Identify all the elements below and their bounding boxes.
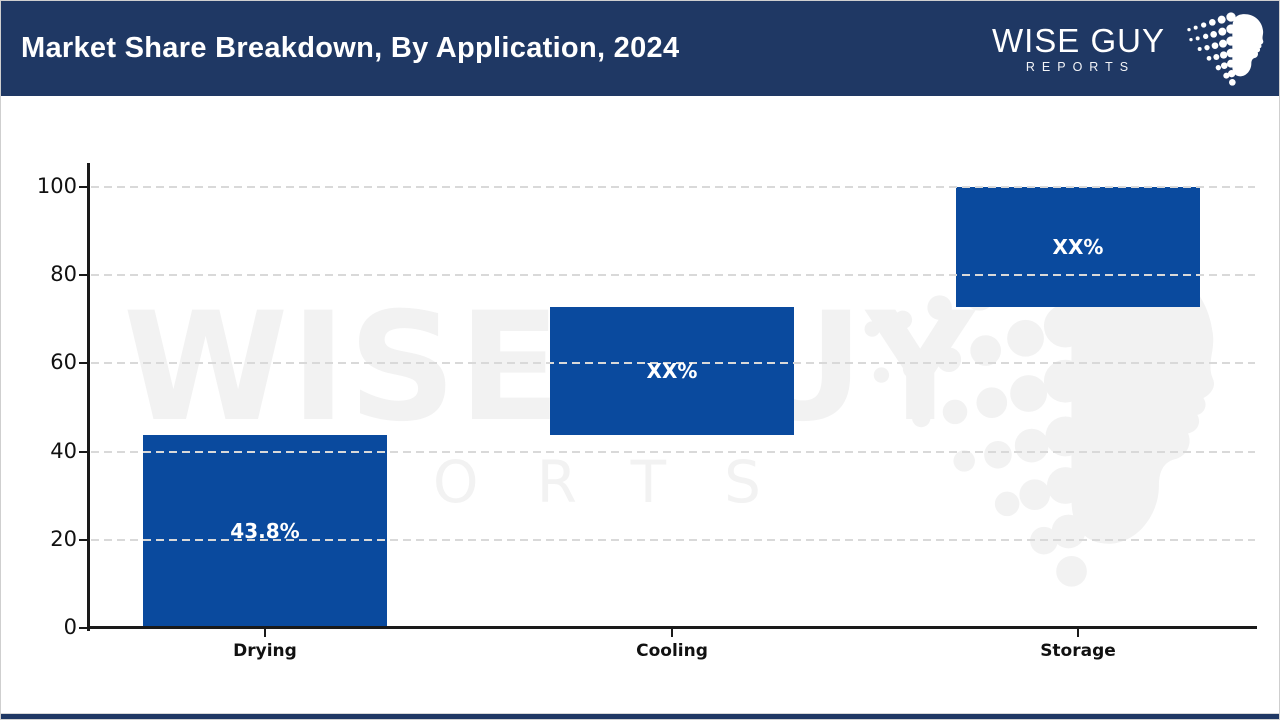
- footer-divider: [1, 713, 1279, 714]
- logo-wordmark: WISE GUY: [991, 21, 1165, 59]
- y-tick-40: [79, 450, 87, 453]
- y-tick-label: 0: [63, 615, 77, 640]
- header-banner: Market Share Breakdown, By Application, …: [1, 1, 1279, 96]
- wiseguy-logo-text: WISE GUY REPORTS: [992, 24, 1165, 74]
- y-tick-label: 80: [50, 262, 77, 287]
- logo-subtitle: REPORTS: [1025, 59, 1136, 74]
- x-tick-cooling: [671, 629, 673, 637]
- y-tick-60: [79, 362, 87, 365]
- bar-value-label: 43.8%: [230, 519, 300, 544]
- x-tick-storage: [1077, 629, 1079, 637]
- gridline-100: [91, 186, 1255, 188]
- y-tick-100: [79, 186, 87, 188]
- bar-cooling: [550, 306, 794, 435]
- y-tick-label: 100: [36, 174, 77, 199]
- wiseguy-logo: WISE GUY REPORTS: [992, 1, 1267, 96]
- y-tick-label: 40: [50, 438, 77, 463]
- gridline-40: [91, 450, 1255, 453]
- y-tick-80: [79, 274, 87, 277]
- y-axis-line: [87, 163, 90, 631]
- bar-value-label: XX%: [646, 358, 698, 383]
- chart-plot-area: 0 20 40 60 80 100 43.8% XX% XX% Drying Cooling Stor…: [1, 96, 1279, 716]
- x-category-label: Drying: [233, 641, 297, 661]
- y-tick-0: [79, 627, 87, 629]
- bar-storage: [956, 187, 1200, 307]
- chart-title: Market Share Breakdown, By Application, …: [21, 32, 680, 64]
- x-tick-drying: [264, 629, 266, 637]
- bar-value-label: XX%: [1052, 234, 1104, 259]
- y-tick-label: 60: [50, 350, 77, 375]
- wiseguy-face-icon: [1187, 11, 1264, 86]
- gridline-20: [91, 538, 1255, 541]
- footer-accent-bar: [1, 714, 1279, 719]
- y-tick-20: [79, 538, 87, 541]
- gridline-60: [91, 362, 1255, 365]
- y-tick-label: 20: [50, 526, 77, 551]
- x-category-label: Storage: [1040, 641, 1116, 661]
- x-axis-line: [87, 626, 1257, 629]
- watermark-wordmark: WISE GUY: [123, 281, 977, 455]
- x-category-label: Cooling: [636, 641, 708, 661]
- gridline-80: [91, 274, 1255, 277]
- bar-drying: [143, 434, 387, 628]
